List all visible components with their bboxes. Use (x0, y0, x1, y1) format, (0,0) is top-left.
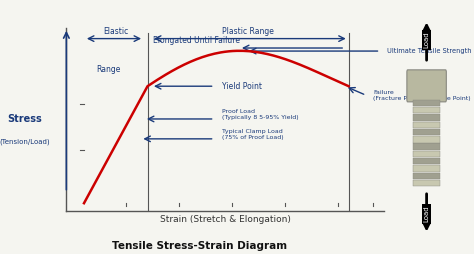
Text: Yield Point: Yield Point (222, 82, 262, 91)
Text: Load: Load (424, 32, 429, 49)
Bar (413, 158, 440, 165)
Text: Plastic Range: Plastic Range (222, 27, 274, 36)
Text: Stress: Stress (8, 114, 43, 124)
Text: Load: Load (424, 205, 429, 222)
X-axis label: Strain (Stretch & Elongation): Strain (Stretch & Elongation) (160, 215, 291, 224)
Bar (413, 151, 440, 157)
Bar (413, 121, 440, 128)
Bar (413, 136, 440, 142)
Bar (413, 173, 440, 179)
Bar (413, 144, 440, 150)
Bar (413, 129, 440, 135)
Bar (413, 180, 440, 186)
Text: Ultimate Tensile Strength: Ultimate Tensile Strength (387, 48, 472, 54)
Text: Elongated Until Failure: Elongated Until Failure (154, 36, 240, 45)
FancyBboxPatch shape (407, 70, 447, 102)
Bar (413, 165, 440, 172)
Text: Range: Range (97, 65, 121, 74)
Bar (413, 114, 440, 121)
Bar (413, 107, 440, 113)
Bar (413, 100, 440, 106)
Text: (Tension/Load): (Tension/Load) (0, 138, 50, 145)
Text: Tensile Stress-Strain Diagram: Tensile Stress-Strain Diagram (111, 242, 287, 251)
Text: Typical Clamp Load
(75% of Proof Load): Typical Clamp Load (75% of Proof Load) (222, 129, 283, 140)
Text: Proof Load
(Typically 8 5-95% Yield): Proof Load (Typically 8 5-95% Yield) (222, 109, 298, 120)
Text: Elastic: Elastic (103, 27, 128, 36)
Text: Failure
(Fracture Point or Tensile Point): Failure (Fracture Point or Tensile Point… (374, 90, 471, 101)
